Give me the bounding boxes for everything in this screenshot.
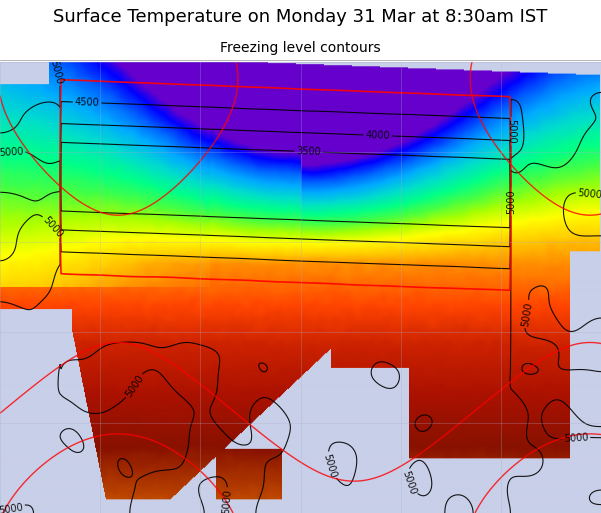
- Text: 5000: 5000: [123, 373, 145, 399]
- Text: 4000: 4000: [365, 130, 390, 141]
- Text: 4500: 4500: [75, 97, 100, 108]
- Text: 5000: 5000: [0, 502, 24, 513]
- Text: 5000: 5000: [41, 214, 65, 239]
- Text: 5000: 5000: [577, 188, 601, 200]
- Text: 5000: 5000: [506, 119, 516, 143]
- Text: 5000: 5000: [0, 146, 23, 157]
- Text: Freezing level contours: Freezing level contours: [220, 41, 381, 55]
- Text: 5000: 5000: [520, 301, 534, 327]
- Text: 5000: 5000: [400, 469, 418, 496]
- Text: Surface Temperature on Monday 31 Mar at 8:30am IST: Surface Temperature on Monday 31 Mar at …: [53, 8, 548, 26]
- Text: 5000: 5000: [322, 452, 338, 479]
- Text: 5000: 5000: [49, 59, 64, 85]
- Text: 5000: 5000: [506, 189, 516, 214]
- Text: 5000: 5000: [221, 489, 233, 513]
- Text: 3500: 3500: [296, 146, 321, 157]
- Text: 5000: 5000: [563, 432, 588, 444]
